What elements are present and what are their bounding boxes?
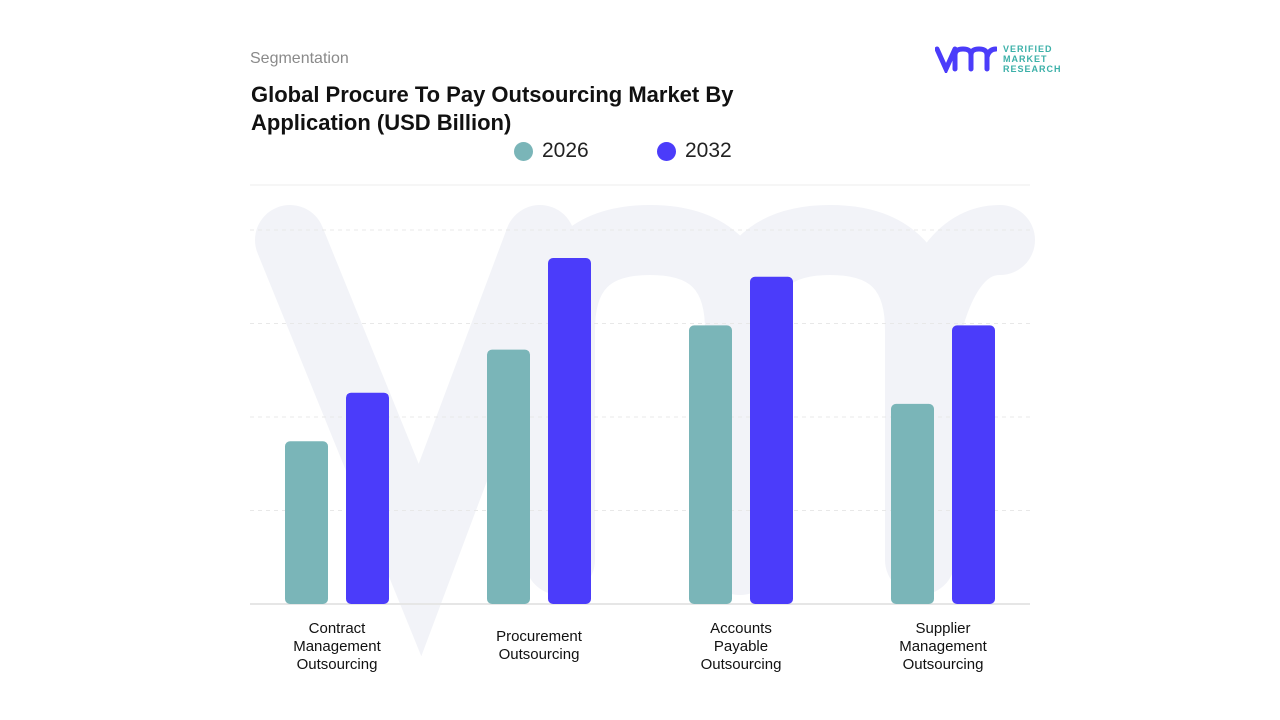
watermark-icon bbox=[255, 204, 1035, 657]
x-tick-label-line: Supplier bbox=[915, 620, 971, 637]
x-tick-label-line: Contract bbox=[308, 620, 366, 637]
chart-title: Global Procure To Pay Outsourcing Market… bbox=[251, 82, 734, 135]
logo-line: VERIFIED bbox=[1003, 44, 1053, 54]
bar-2032-3[interactable] bbox=[952, 325, 995, 604]
legend-swatch bbox=[514, 141, 533, 161]
x-tick-label-line: Outsourcing bbox=[902, 656, 984, 673]
legend-item-2026[interactable]: 2026 bbox=[514, 140, 657, 162]
x-tick-label-line: Outsourcing bbox=[296, 656, 378, 673]
x-tick-label-line: Outsourcing bbox=[700, 656, 782, 673]
logo: VERIFIED MARKET RESEARCH bbox=[935, 44, 1062, 74]
bar-2026-1[interactable] bbox=[487, 349, 530, 604]
x-tick-label: Supplier Management Outsourcing bbox=[868, 620, 1018, 674]
x-tick-label-line: Outsourcing bbox=[498, 646, 580, 663]
legend-swatch bbox=[657, 141, 676, 161]
logo-line: RESEARCH bbox=[1003, 64, 1062, 74]
vmr-logo-icon bbox=[935, 46, 997, 73]
bar-2032-0[interactable] bbox=[346, 392, 389, 604]
legend-item-2032[interactable]: 2032 bbox=[657, 140, 800, 162]
bar-2032-2[interactable] bbox=[750, 276, 793, 604]
x-tick-label-line: Management bbox=[899, 638, 987, 655]
x-tick-label-line: Procurement bbox=[496, 628, 582, 645]
x-tick-label-line: Payable bbox=[713, 638, 769, 655]
x-tick-label-line: Accounts bbox=[710, 620, 772, 637]
bar-2026-2[interactable] bbox=[689, 325, 732, 604]
x-tick-label: Accounts Payable Outsourcing bbox=[666, 620, 816, 674]
section-label: Segmentation bbox=[250, 50, 349, 67]
legend-label: 2032 bbox=[685, 139, 732, 162]
x-tick-label-line: Management bbox=[293, 638, 381, 655]
legend-label: 2026 bbox=[542, 139, 589, 162]
bar-2032-1[interactable] bbox=[548, 258, 591, 604]
logo-line: MARKET bbox=[1003, 54, 1048, 64]
bar-2026-0[interactable] bbox=[285, 441, 328, 604]
legend: 2026 2032 bbox=[514, 140, 800, 162]
x-tick-label: Contract Management Outsourcing bbox=[262, 620, 412, 674]
bar-2026-3[interactable] bbox=[891, 403, 934, 604]
x-tick-label: Procurement Outsourcing bbox=[464, 628, 614, 664]
